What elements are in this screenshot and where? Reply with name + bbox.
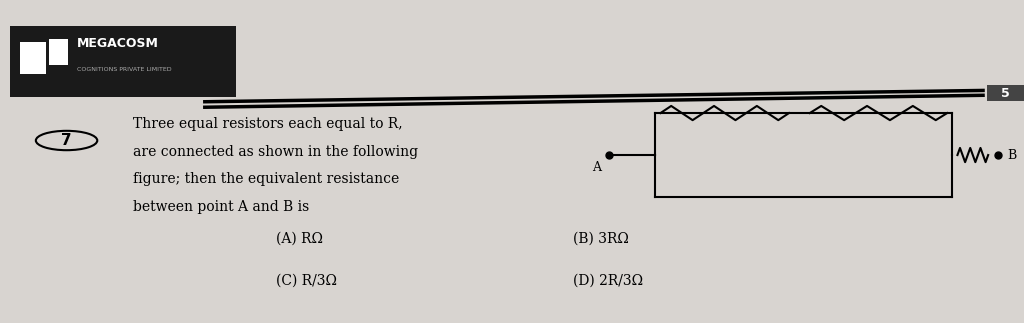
- Text: (C) R/3Ω: (C) R/3Ω: [276, 274, 338, 288]
- Bar: [49, 39, 68, 65]
- Text: 5: 5: [1001, 87, 1010, 99]
- Text: figure; then the equivalent resistance: figure; then the equivalent resistance: [133, 172, 399, 186]
- Text: Three equal resistors each equal to R,: Three equal resistors each equal to R,: [133, 117, 402, 131]
- Text: 7: 7: [61, 133, 72, 148]
- Text: MEGACOSM: MEGACOSM: [77, 37, 159, 50]
- Text: B: B: [1007, 149, 1017, 162]
- FancyBboxPatch shape: [10, 26, 236, 97]
- Text: (A) RΩ: (A) RΩ: [276, 232, 324, 246]
- Text: between point A and B is: between point A and B is: [133, 200, 309, 214]
- Text: are connected as shown in the following: are connected as shown in the following: [133, 145, 418, 159]
- Text: (B) 3RΩ: (B) 3RΩ: [573, 232, 630, 246]
- Text: (D) 2R/3Ω: (D) 2R/3Ω: [573, 274, 643, 288]
- Text: A: A: [593, 162, 601, 174]
- Text: COGNITIONS PRIVATE LIMITED: COGNITIONS PRIVATE LIMITED: [77, 67, 171, 72]
- Bar: [20, 42, 46, 74]
- Bar: [987, 85, 1024, 101]
